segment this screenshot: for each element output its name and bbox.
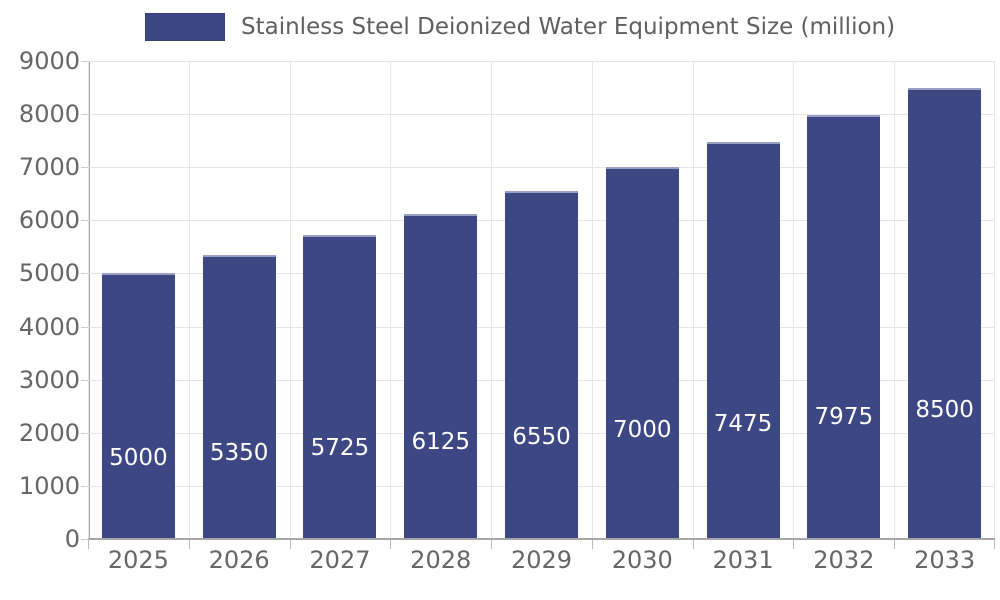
x-axis-tick-mark xyxy=(290,540,291,549)
x-axis-tick-label-2029: 2029 xyxy=(510,546,573,574)
y-axis-tick-label: 8000 xyxy=(18,100,80,129)
bar-2028[interactable]: 6125 xyxy=(404,213,478,539)
gridline-horizontal xyxy=(88,167,995,169)
gridline-vertical xyxy=(793,61,794,539)
bar-2027[interactable]: 5725 xyxy=(303,234,377,539)
bar-value-label: 5350 xyxy=(209,440,269,467)
x-axis-spine xyxy=(88,538,995,540)
bar-value-label: 7475 xyxy=(713,410,773,437)
y-axis-tick-label: 5000 xyxy=(18,259,80,288)
bar-value-label: 5000 xyxy=(109,444,168,471)
gridline-horizontal xyxy=(88,61,995,62)
bar-2033[interactable]: 8500 xyxy=(908,87,982,539)
gridline-vertical xyxy=(88,61,89,539)
x-axis-tick-label-2030: 2030 xyxy=(611,546,673,574)
x-axis-tick-label-2025: 2025 xyxy=(107,546,169,574)
x-axis-tick-mark xyxy=(88,540,89,549)
y-axis-tick-mark xyxy=(81,114,89,116)
y-axis-tick-label: 2000 xyxy=(18,418,80,447)
gridline-horizontal xyxy=(88,114,995,116)
gridline-vertical xyxy=(189,61,190,539)
x-axis-tick-mark xyxy=(592,540,593,549)
bar-2030[interactable]: 7000 xyxy=(605,167,679,539)
x-axis-tick-mark xyxy=(793,540,794,549)
chart-legend: Stainless Steel Deionized Water Equipmen… xyxy=(145,10,895,44)
gridline-vertical xyxy=(491,61,492,539)
bar-value-label: 7000 xyxy=(612,417,672,444)
bar-value-label: 6550 xyxy=(512,423,571,450)
y-axis-tick-mark xyxy=(81,273,89,275)
bar-value-label: 6125 xyxy=(411,429,470,456)
x-axis-tick-mark xyxy=(693,540,694,549)
y-axis-tick-mark xyxy=(81,379,89,381)
gridline-vertical xyxy=(592,61,593,539)
y-axis-tick-label: 0 xyxy=(64,525,80,553)
x-axis-tick-label-2028: 2028 xyxy=(410,546,472,574)
x-axis-tick-label-2033: 2033 xyxy=(914,546,976,574)
y-axis-tick-label: 7000 xyxy=(18,153,80,182)
bar-2029[interactable]: 6550 xyxy=(504,191,579,539)
y-axis-tick-label: 6000 xyxy=(18,206,80,235)
y-axis-spine xyxy=(88,61,90,540)
y-axis-tick-mark xyxy=(81,432,89,434)
x-axis-tick-mark xyxy=(491,540,492,549)
x-axis-tick-label-2031: 2031 xyxy=(712,546,774,574)
bar-2025[interactable]: 5000 xyxy=(101,273,175,539)
y-axis-tick-mark xyxy=(81,539,89,540)
y-axis-tick-mark xyxy=(81,220,89,222)
x-axis-tick-label-2026: 2026 xyxy=(208,546,270,574)
y-axis-tick-mark xyxy=(81,485,89,487)
bar-value-label: 5725 xyxy=(310,434,370,461)
gridline-vertical xyxy=(290,61,291,539)
bar-2032[interactable]: 7975 xyxy=(807,115,881,539)
y-axis-tick-label: 3000 xyxy=(18,365,80,394)
gridline-vertical xyxy=(693,61,694,539)
bar-2031[interactable]: 7475 xyxy=(706,142,780,539)
legend-label-series-1: Stainless Steel Deionized Water Equipmen… xyxy=(241,13,896,40)
x-axis-tick-mark xyxy=(390,540,391,549)
x-axis-tick-mark xyxy=(189,540,190,549)
y-axis-tick-label: 9000 xyxy=(18,47,80,75)
legend-swatch-series-1 xyxy=(145,13,225,41)
x-axis-tick-label-2027: 2027 xyxy=(309,546,371,574)
gridline-vertical xyxy=(994,61,995,539)
x-axis-tick-label-2032: 2032 xyxy=(813,546,875,574)
gridline-vertical xyxy=(390,61,391,539)
y-axis-tick-label: 4000 xyxy=(18,312,80,341)
bar-value-label: 8500 xyxy=(915,396,974,423)
gridline-vertical xyxy=(894,61,895,539)
y-axis-tick-mark xyxy=(81,167,89,169)
y-axis-tick-mark xyxy=(81,61,89,62)
bar-value-label: 7975 xyxy=(814,403,874,430)
x-axis-tick-mark xyxy=(994,540,995,549)
y-axis-tick-label: 1000 xyxy=(18,471,80,500)
y-axis-tick-mark xyxy=(81,326,89,328)
y-axis-tick-labels: 0 1000 2000 3000 4000 5000 6000 7000 8000 9000 xyxy=(0,0,80,600)
plot-area: 5000 5350 5725 6125 6550 7000 7475 7975 8500 xyxy=(88,61,995,540)
bar-2026[interactable]: 5350 xyxy=(202,254,276,539)
x-axis-tick-mark xyxy=(894,540,895,549)
